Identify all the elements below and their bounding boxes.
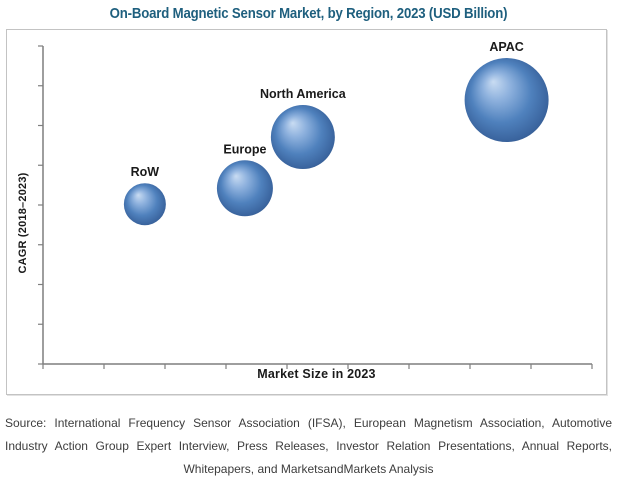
- bubble-label-row: RoW: [131, 165, 160, 179]
- bubble-plot-canvas: RoW Europe North America APAC: [38, 40, 593, 369]
- chart-title: On-Board Magnetic Sensor Market, by Regi…: [109, 5, 508, 22]
- bubble-north-america: [270, 105, 335, 170]
- bubble-europe: [216, 160, 273, 217]
- y-axis-label: CAGR (2018–2023): [17, 172, 29, 274]
- bubble-label-north-america: North America: [260, 87, 347, 101]
- x-axis-label: Market Size in 2023: [257, 367, 376, 381]
- bubble-row: [123, 183, 166, 226]
- bubble-label-europe: Europe: [223, 142, 266, 156]
- bubble-apac: [464, 58, 549, 143]
- bubble-label-apac: APAC: [489, 40, 524, 54]
- plot-area: RoW Europe North America APAC CAGR (2018–20…: [6, 29, 607, 395]
- source-attribution: Source: International Frequency Sensor A…: [5, 416, 612, 476]
